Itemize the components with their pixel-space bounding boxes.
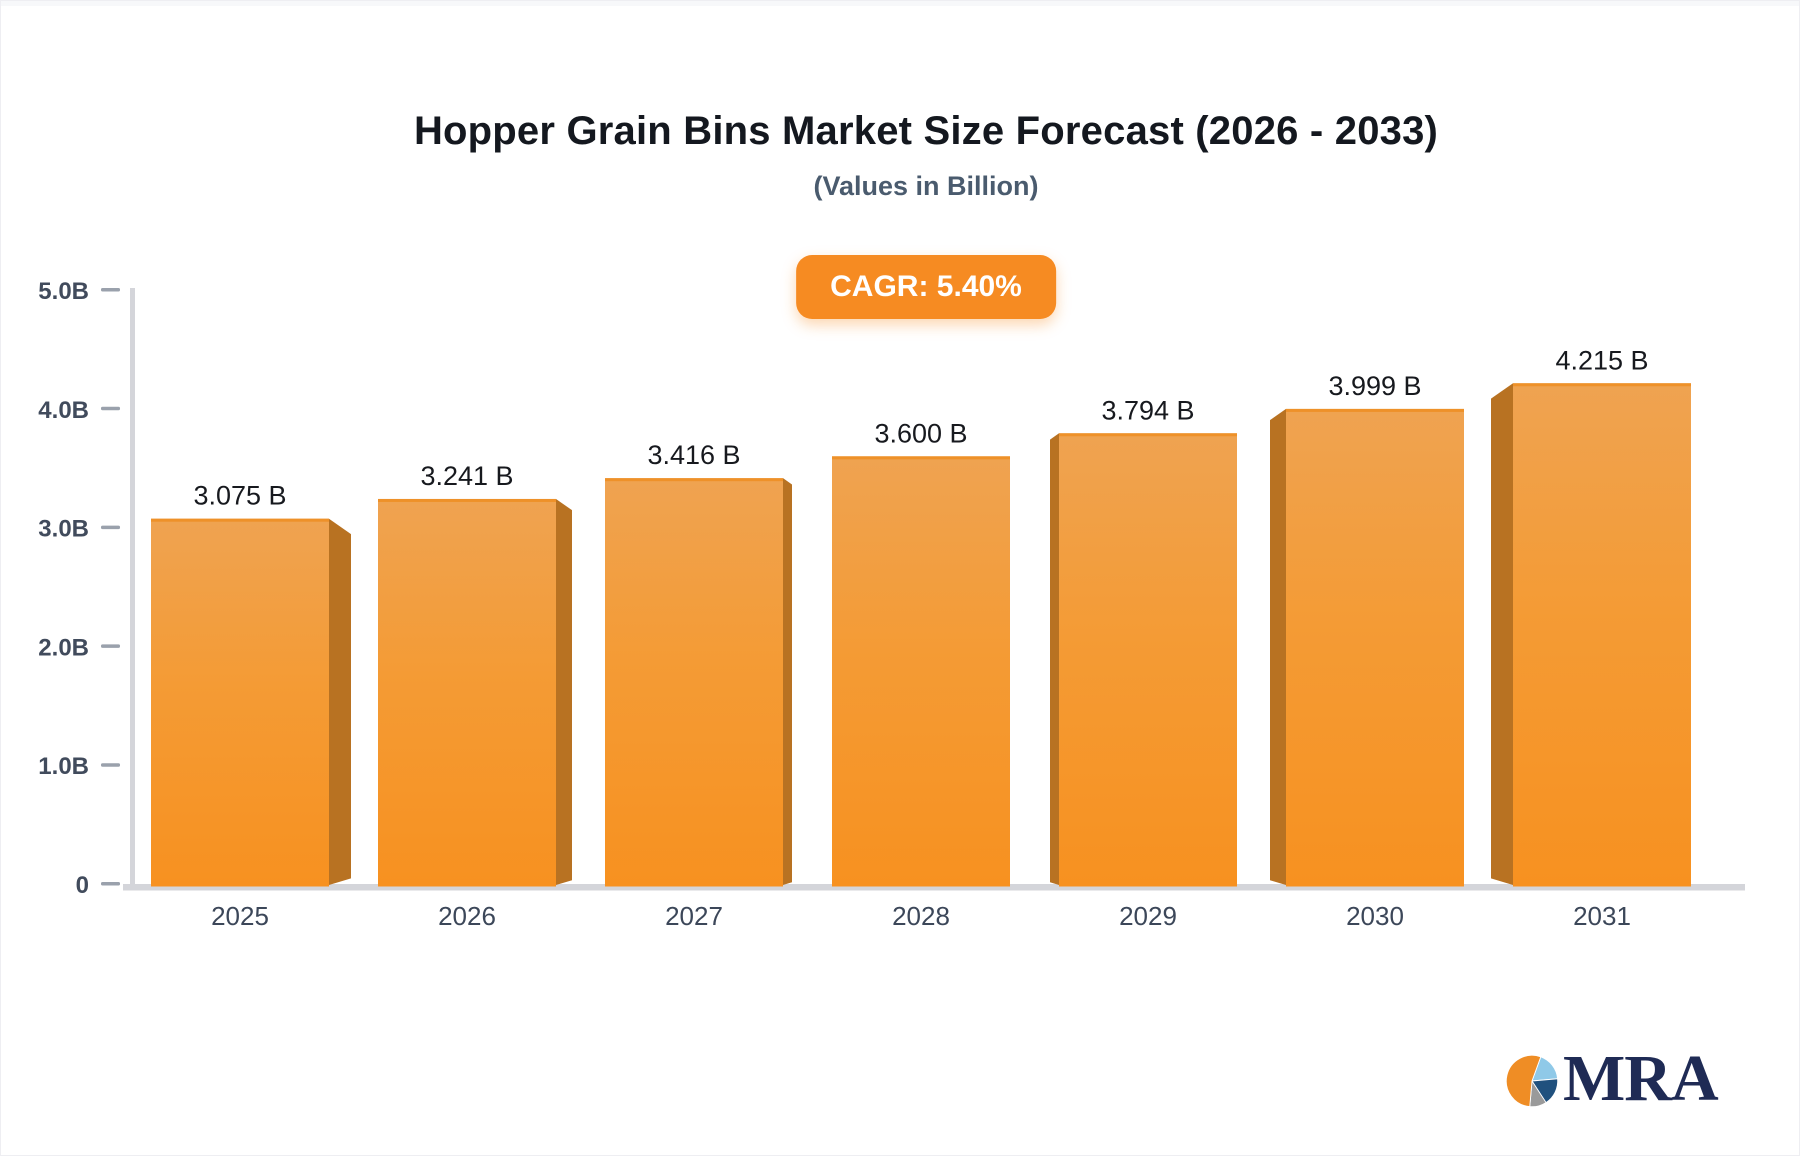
value-label-2027: 3.416 B <box>647 440 740 470</box>
bar-top-edge-2028 <box>832 456 1010 460</box>
x-tick-label-2028: 2028 <box>892 901 950 931</box>
y-tick-label-2.0B: 2.0B <box>38 634 89 661</box>
mra-pie-orange-slice <box>1505 1054 1542 1108</box>
y-tick-dash-4.0B <box>101 406 120 411</box>
bar-2029 <box>1059 433 1237 887</box>
x-tick-label-2030: 2030 <box>1346 901 1404 931</box>
x-tick-label-2027: 2027 <box>665 901 723 931</box>
value-label-2031: 4.215 B <box>1555 345 1648 375</box>
y-tick-label-3.0B: 3.0B <box>38 516 89 543</box>
y-tick-dash-5.0B <box>101 288 120 292</box>
x-tick-label-2029: 2029 <box>1119 901 1177 931</box>
bar-top-edge-2025 <box>151 518 329 522</box>
y-tick-label-4.0B: 4.0B <box>38 397 89 424</box>
value-label-2026: 3.241 B <box>420 461 513 491</box>
y-tick-dash-1.0B <box>101 763 120 767</box>
bar-2025 <box>151 518 329 887</box>
y-tick-label-5.0B: 5.0B <box>38 278 89 305</box>
bar-side-2027 <box>783 478 792 885</box>
mra-logo-text: MRA <box>1563 1042 1719 1115</box>
top-edge-band <box>1 1 1799 6</box>
value-label-2030: 3.999 B <box>1328 371 1421 401</box>
chart-title: Hopper Grain Bins Market Size Forecast (… <box>413 109 1439 153</box>
y-tick-dash-3.0B <box>101 525 120 530</box>
bar-top-edge-2027 <box>605 478 783 482</box>
bar-side-2030 <box>1270 408 1286 885</box>
x-tick-label-2031: 2031 <box>1573 901 1631 931</box>
x-tick-label-2026: 2026 <box>438 901 496 931</box>
bar-2028 <box>832 456 1010 887</box>
y-tick-label-0: 0 <box>76 872 89 899</box>
value-label-2029: 3.794 B <box>1101 395 1194 425</box>
y-tick-dash-0 <box>101 882 120 886</box>
x-axis-line <box>123 884 1745 891</box>
bar-2027 <box>605 478 783 887</box>
mra-logo: MRA <box>1505 1042 1719 1115</box>
bar-top-edge-2026 <box>378 498 556 502</box>
bar-top-edge-2031 <box>1513 383 1691 387</box>
bar-side-2031 <box>1491 383 1513 885</box>
x-tick-label-2025: 2025 <box>211 901 269 931</box>
bar-top-edge-2029 <box>1059 433 1237 437</box>
y-tick-label-1.0B: 1.0B <box>38 753 89 780</box>
y-axis-line <box>130 288 135 889</box>
y-tick-dash-2.0B <box>101 644 120 648</box>
bar-2030 <box>1286 408 1464 887</box>
bar-2026 <box>378 498 556 887</box>
value-label-2028: 3.600 B <box>874 418 967 448</box>
bar-side-2025 <box>329 518 351 885</box>
bar-top-edge-2030 <box>1286 408 1464 412</box>
bar-side-2029 <box>1050 433 1059 885</box>
chart-subtitle: (Values in Billion) <box>813 171 1039 201</box>
value-label-2025: 3.075 B <box>193 481 286 511</box>
cagr-badge: CAGR: 5.40% <box>796 255 1056 319</box>
bar-side-2026 <box>556 498 572 885</box>
mra-pie-icon <box>1505 1054 1559 1108</box>
bar-2031 <box>1513 383 1691 887</box>
